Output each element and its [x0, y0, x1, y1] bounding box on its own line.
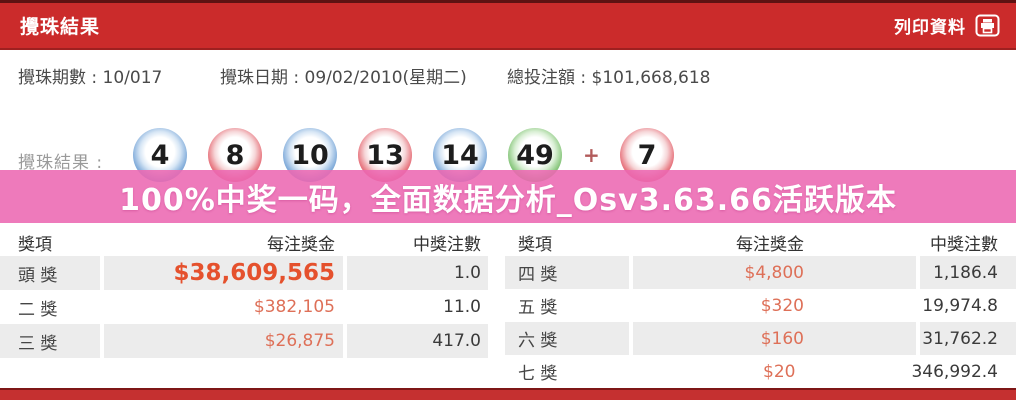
draw-date: 攪珠日期 : 09/02/2010(星期二) — [220, 67, 467, 88]
winning-units: 417.0 — [347, 324, 488, 358]
prize-name: 五 獎 — [518, 298, 558, 318]
table-row: 三 獎 $26,875 417.0 — [0, 324, 488, 358]
prize-amount: $26,875 — [264, 331, 335, 351]
table-row: 六 獎 $160 31,762.2 — [505, 322, 1016, 355]
table-row: 四 獎 $4,800 1,186.4 — [505, 256, 1016, 289]
draw-info-row: 攪珠期數 : 10/017 攪珠日期 : 09/02/2010(星期二) 總投注… — [0, 50, 1016, 100]
prize-amount-cell: $4,800 — [633, 256, 916, 289]
prize-name: 七 獎 — [518, 364, 558, 384]
table-header-row: 獎項 每注獎金 中獎注數 — [505, 228, 1016, 256]
column-header: 中獎注數 — [930, 234, 998, 255]
prize-amount: $20 — [763, 361, 796, 382]
print-button-label: 列印資料 — [894, 18, 966, 37]
winning-units: 1.0 — [347, 256, 488, 290]
winning-units: 1,186.4 — [920, 256, 1016, 289]
draw-number: 攪珠期數 : 10/017 — [18, 67, 163, 88]
table-row: 頭 獎 $38,609,565 1.0 — [0, 256, 488, 290]
prize-name: 四 獎 — [505, 256, 629, 289]
prize-amount-cell: $26,875 — [104, 324, 343, 358]
page-title: 攪珠結果 — [20, 16, 101, 38]
prize-amount-cell: $38,609,565 — [104, 256, 343, 290]
prize-tables: 獎項 每注獎金 中獎注數頭 獎 $38,609,565 1.0 二 獎 $382,105 11… — [0, 228, 1016, 388]
prize-amount: $160 — [760, 328, 804, 349]
prize-amount-cell: $320 — [633, 289, 916, 322]
prize-name: 三 獎 — [0, 324, 100, 358]
prize-amount-cell: $160 — [633, 322, 916, 355]
table-row: 二 獎 $382,105 11.0 — [0, 290, 488, 324]
column-header: 每注獎金 — [267, 234, 335, 255]
prize-name: 六 獎 — [505, 322, 629, 355]
column-header: 中獎注數 — [413, 234, 481, 255]
table-row: 五 獎 $320 19,974.8 — [505, 289, 1016, 322]
winning-units: 31,762.2 — [920, 322, 1016, 355]
prize-name: 二 獎 — [18, 299, 58, 320]
column-header: 獎項 — [518, 234, 552, 255]
winning-units: 19,974.8 — [922, 295, 998, 316]
result-label: 攪珠結果 : — [18, 153, 104, 173]
prize-amount-cell: $20 — [630, 355, 908, 388]
prize-amount: $38,609,565 — [173, 260, 335, 286]
column-header: 獎項 — [18, 234, 52, 255]
prize-name: 頭 獎 — [0, 256, 100, 290]
header-bar: 攪珠結果 列印資料 — [0, 0, 1016, 50]
plus-sign: + — [583, 143, 600, 167]
print-button[interactable]: 列印資料 — [894, 13, 1000, 38]
prize-table-right: 獎項 每注獎金 中獎注數四 獎 $4,800 1,186.4 五 獎 $320 19,974.… — [505, 228, 1016, 388]
table-row: 七 獎 $20 346,992.4 — [505, 355, 1016, 388]
ad-banner-overlay[interactable]: 100%中奖一码，全面数据分析_Osv3.63.66活跃版本 — [0, 170, 1016, 223]
prize-amount-cell: $382,105 — [104, 290, 343, 324]
column-header: 每注獎金 — [736, 234, 804, 255]
winning-units: 11.0 — [443, 297, 481, 317]
prize-amount: $4,800 — [744, 262, 804, 283]
table-header-row: 獎項 每注獎金 中獎注數 — [0, 228, 488, 256]
printer-icon — [975, 14, 1000, 37]
ad-banner-text: 100%中奖一码，全面数据分析_Osv3.63.66活跃版本 — [119, 182, 897, 218]
total-turnover: 總投注額 : $101,668,618 — [507, 67, 711, 88]
footer-bar — [0, 388, 1016, 400]
prize-amount: $382,105 — [253, 297, 335, 317]
prize-table-left: 獎項 每注獎金 中獎注數頭 獎 $38,609,565 1.0 二 獎 $382,105 11… — [0, 228, 488, 388]
winning-units: 346,992.4 — [911, 361, 998, 382]
prize-amount: $320 — [760, 295, 804, 316]
